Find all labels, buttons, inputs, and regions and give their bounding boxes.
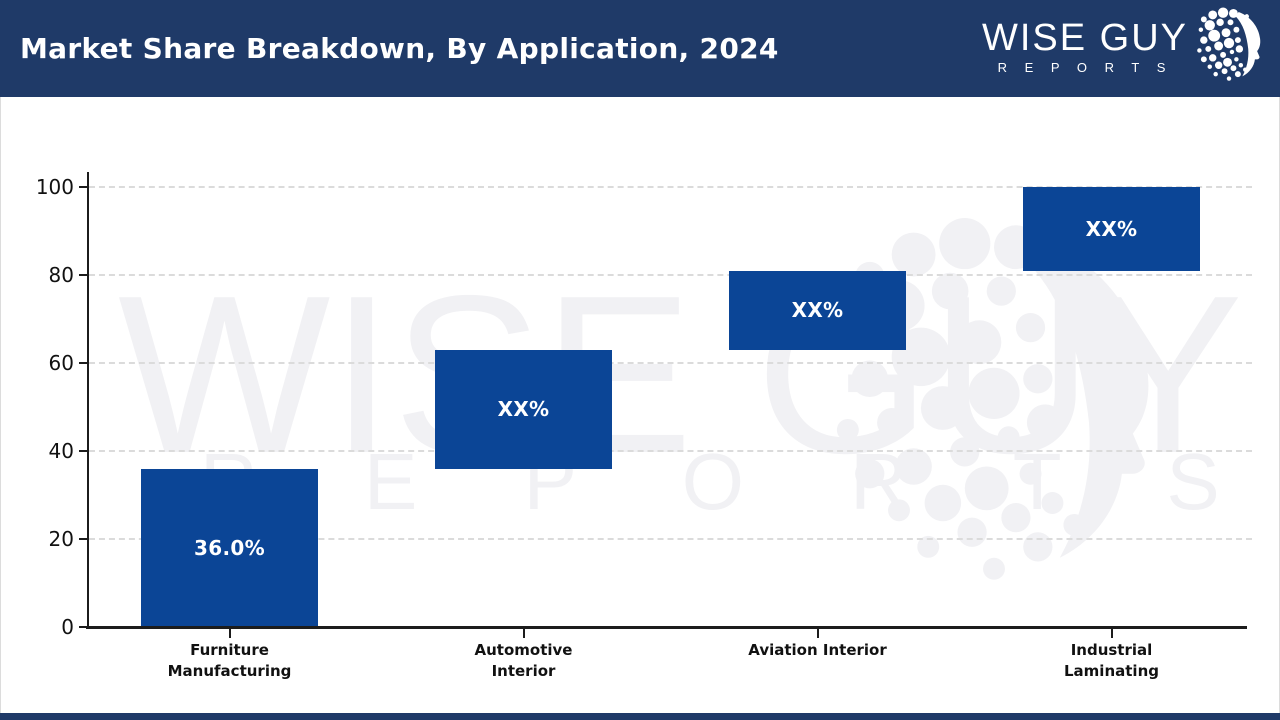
category-label: Furniture Manufacturing <box>90 640 370 682</box>
y-tick-label: 40 <box>48 439 74 463</box>
y-tick-mark <box>79 626 88 628</box>
y-tick-label: 100 <box>35 175 74 199</box>
bar-value-label: XX% <box>497 397 550 422</box>
bar-value-label: 36.0% <box>194 535 265 560</box>
y-gridline <box>89 274 1252 276</box>
dotted-head-icon <box>1197 7 1261 81</box>
bar-value-label: XX% <box>791 298 844 323</box>
watermark-head-icon <box>836 218 1149 580</box>
y-tick-mark <box>79 274 88 276</box>
y-tick-label: 20 <box>48 527 74 551</box>
category-label-line: Furniture <box>190 641 269 659</box>
x-tick-mark <box>816 629 819 638</box>
y-tick-mark <box>79 186 88 188</box>
x-tick-mark <box>1110 629 1113 638</box>
y-gridline <box>89 450 1252 452</box>
waterfall-bar-segment: XX% <box>435 349 612 469</box>
bar-value-label: XX% <box>1085 216 1138 241</box>
category-label: Aviation Interior <box>678 640 958 661</box>
page-title: Market Share Breakdown, By Application, … <box>20 32 779 65</box>
category-label: Industrial Laminating <box>972 640 1252 682</box>
waterfall-bar-segment: XX% <box>729 270 906 350</box>
logo-subtitle: R E P O R T S <box>997 60 1173 75</box>
category-label-line: Interior <box>491 662 556 680</box>
y-gridline <box>89 186 1252 188</box>
category-label-line: Manufacturing <box>167 662 292 680</box>
x-tick-mark <box>228 629 231 638</box>
waterfall-bar-segment: 36.0% <box>141 468 318 627</box>
y-tick-label: 0 <box>61 615 74 639</box>
waterfall-bar-segment: XX% <box>1023 187 1200 271</box>
category-label-line: Industrial <box>1070 641 1153 659</box>
header-bar: Market Share Breakdown, By Application, … <box>0 0 1280 97</box>
footer-bar <box>0 713 1280 720</box>
y-tick-mark <box>79 450 88 452</box>
y-gridline <box>89 362 1252 364</box>
category-label-line: Laminating <box>1064 662 1159 680</box>
wise-guy-logo: WISE GUY R E P O R T S <box>982 6 1266 86</box>
y-axis-line <box>87 172 89 629</box>
logo-wordmark: WISE GUY <box>981 17 1188 59</box>
x-tick-mark <box>522 629 525 638</box>
category-label-line: Automotive <box>474 641 573 659</box>
y-tick-label: 60 <box>48 351 74 375</box>
y-tick-mark <box>79 538 88 540</box>
y-gridline <box>89 538 1252 540</box>
x-axis-line <box>86 626 1247 629</box>
logo-text: WISE GUY R E P O R T S <box>982 16 1188 76</box>
category-label: Automotive Interior <box>384 640 664 682</box>
category-label-line: Aviation Interior <box>748 641 887 659</box>
y-tick-label: 80 <box>48 263 74 287</box>
y-tick-mark <box>79 362 88 364</box>
